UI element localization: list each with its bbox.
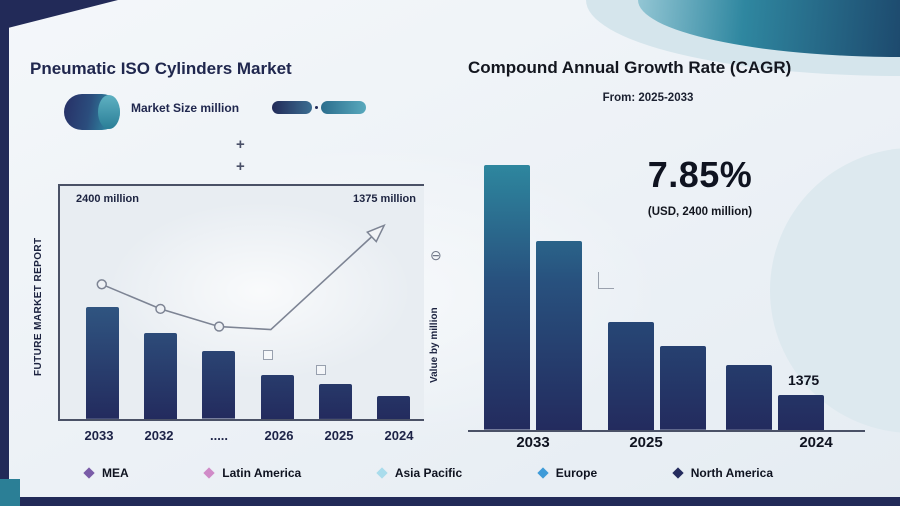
decor-bottom-left-accent xyxy=(0,479,20,506)
bar-2024-b xyxy=(778,394,824,430)
right-chart-baseline xyxy=(468,430,865,432)
decor-bottom-frame xyxy=(0,497,900,506)
pill-icon-navy xyxy=(272,101,312,114)
bar-dots xyxy=(202,351,236,419)
legend-item-asia-pacific: Asia Pacific xyxy=(376,466,463,480)
x-label-2024: 2024 xyxy=(384,428,414,443)
diamond-icon xyxy=(537,467,549,479)
page-title: Pneumatic ISO Cylinders Market xyxy=(30,59,292,78)
legend-item-north-america: North America xyxy=(672,466,773,480)
diamond-icon xyxy=(203,467,215,479)
x-label-2033-right: 2033 xyxy=(516,434,550,451)
market-size-label: Market Size million xyxy=(131,101,240,115)
cagr-title: Compound Annual Growth Rate (CAGR) xyxy=(468,58,792,77)
legend-item-latin-america: Latin America xyxy=(203,466,302,480)
cagr-subtitle: From: 2025-2033 xyxy=(602,92,694,104)
legend-label: Europe xyxy=(555,466,598,480)
right-chart-y-axis-label: Value by million xyxy=(429,307,440,383)
x-label-2032: 2032 xyxy=(144,428,174,443)
cagr-chart xyxy=(470,160,865,430)
legend-item-europe: Europe xyxy=(537,466,598,480)
plus-mark-icon: + xyxy=(236,158,245,175)
diamond-icon xyxy=(672,467,684,479)
market-size-chart: 2400 million 1375 million xyxy=(58,184,424,421)
bar-2025-a xyxy=(608,322,654,430)
bar-group-2024 xyxy=(726,160,824,430)
region-legend: MEA Latin America Asia Pacific Europe No… xyxy=(83,466,773,480)
legend-label: MEA xyxy=(102,466,129,480)
legend-label: Asia Pacific xyxy=(394,466,463,480)
bar-2024 xyxy=(376,395,410,419)
decor-top-left-triangle xyxy=(0,0,118,30)
marker-square-icon xyxy=(263,350,273,360)
bar-group-2025 xyxy=(608,160,706,430)
x-label-2024-right: 2024 xyxy=(799,434,833,451)
circle-minus-icon: ⊖ xyxy=(430,247,442,263)
x-label-2025-right: 2025 xyxy=(629,434,663,451)
marker-square-icon xyxy=(316,365,326,375)
x-label-2033: 2033 xyxy=(84,428,114,443)
pill-dot-icon xyxy=(315,106,318,109)
legend-label: Latin America xyxy=(222,466,302,480)
diamond-icon xyxy=(83,467,95,479)
x-label-2026: 2026 xyxy=(264,428,294,443)
annotation-1375-million: 1375 million xyxy=(353,193,416,205)
data-label-1375: 1375 xyxy=(788,372,820,388)
trend-line-arrow xyxy=(96,223,386,332)
bar-2033-b xyxy=(536,241,582,430)
pill-icon-teal xyxy=(321,101,366,114)
bar-2025-b xyxy=(660,346,706,430)
legend-label: North America xyxy=(690,466,773,480)
bar-2024-a xyxy=(726,365,772,430)
corner-bracket-icon xyxy=(598,272,614,289)
cylinder-icon xyxy=(64,94,120,130)
cagr-basis: (USD, 2400 million) xyxy=(647,206,753,218)
bar-2033 xyxy=(86,307,119,419)
diamond-icon xyxy=(376,467,388,479)
bar-2033-a xyxy=(484,165,530,430)
x-label-2025: 2025 xyxy=(324,428,354,443)
cylinder-cap xyxy=(98,95,120,129)
bar-2032 xyxy=(144,332,178,419)
left-chart-y-axis-label: FUTURE MARKET REPORT xyxy=(33,237,44,377)
x-label-dots: ..... xyxy=(209,428,229,443)
decor-left-frame xyxy=(0,0,9,506)
market-size-bars xyxy=(60,186,424,419)
bar-2026 xyxy=(260,374,294,419)
bar-2025 xyxy=(318,384,352,419)
plus-mark-icon: + xyxy=(236,136,245,153)
bar-group-2033 xyxy=(484,160,582,430)
left-chart-x-labels: 2033 2032 ..... 2026 2025 2024 xyxy=(58,428,424,443)
cagr-value: 7.85% xyxy=(647,154,753,195)
annotation-2400-million: 2400 million xyxy=(76,193,139,205)
legend-item-mea: MEA xyxy=(83,466,129,480)
